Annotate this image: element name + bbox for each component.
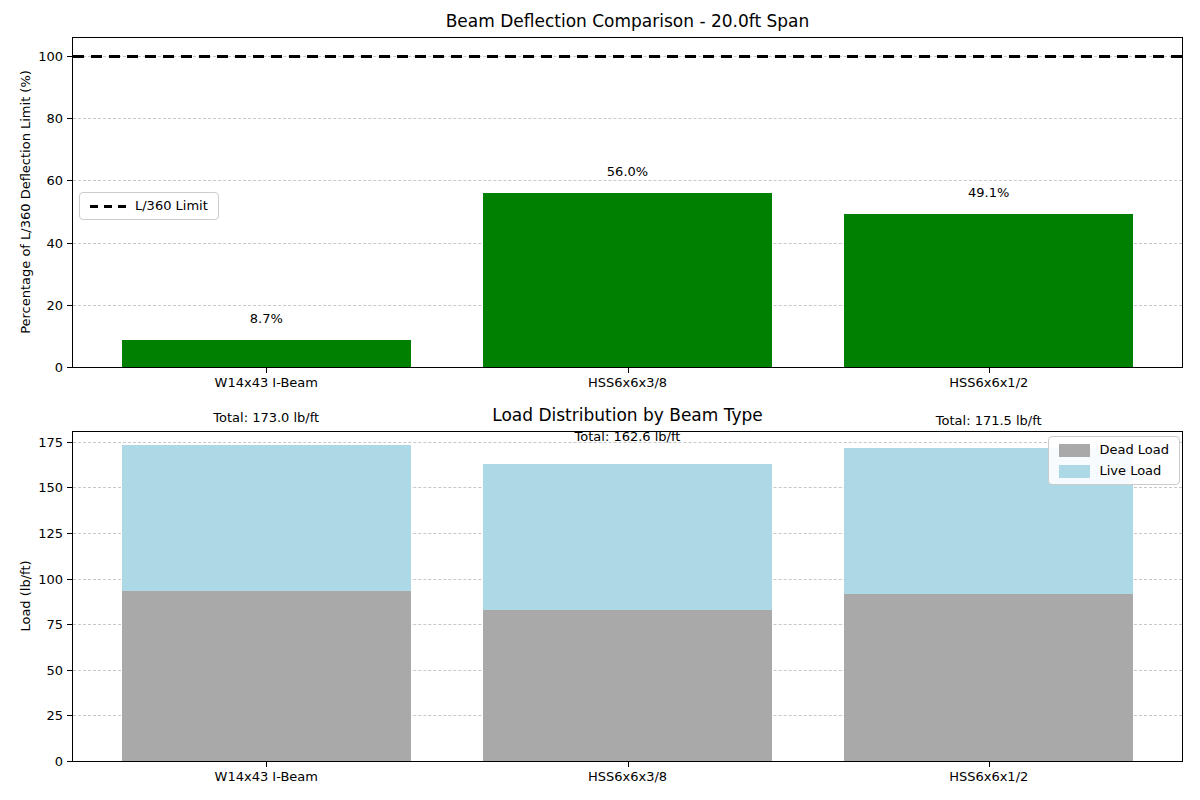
legend-entry: Live Load: [1059, 463, 1169, 479]
total-load-label: Total: 173.0 lb/ft: [213, 410, 319, 426]
x-tick-mark: [989, 368, 990, 373]
dead-load-bar: [122, 591, 411, 761]
y-tick-label: 60: [46, 174, 63, 187]
total-load-label: Total: 162.6 lb/ft: [575, 429, 681, 445]
x-tick-mark: [628, 762, 629, 767]
gridline: [73, 180, 1182, 181]
y-tick-mark: [67, 243, 72, 244]
y-tick-label: 25: [46, 709, 63, 722]
dashed-line-swatch: [90, 205, 126, 208]
y-tick-mark: [67, 56, 72, 57]
bar-value-label: 56.0%: [607, 164, 648, 180]
deflection-bar: [483, 193, 772, 367]
x-tick-mark: [628, 368, 629, 373]
y-tick-label: 75: [46, 618, 63, 631]
color-patch-swatch: [1059, 465, 1090, 478]
y-tick-mark: [67, 180, 72, 181]
y-tick-mark: [67, 761, 72, 762]
legend-label: Dead Load: [1099, 442, 1169, 458]
x-tick-label: HSS6x6x3/8: [588, 375, 667, 390]
deflection-chart-title: Beam Deflection Comparison - 20.0ft Span: [72, 11, 1183, 31]
matplotlib-figure: Beam Deflection Comparison - 20.0ft Span…: [0, 0, 1200, 800]
x-tick-label: W14x43 I-Beam: [215, 375, 318, 390]
color-patch-swatch: [1059, 444, 1090, 457]
bar-value-label: 49.1%: [968, 185, 1009, 201]
y-tick-label: 100: [38, 572, 63, 585]
x-tick-mark: [266, 762, 267, 767]
y-tick-mark: [67, 305, 72, 306]
deflection-legend: L/360 Limit: [79, 192, 219, 220]
y-tick-label: 0: [55, 755, 63, 768]
bar-value-label: 8.7%: [250, 311, 283, 327]
y-tick-mark: [67, 533, 72, 534]
live-load-bar: [122, 445, 411, 591]
total-load-label: Total: 171.5 lb/ft: [936, 413, 1042, 429]
y-tick-mark: [67, 442, 72, 443]
deflection-bar: [122, 340, 411, 367]
y-tick-label: 125: [38, 526, 63, 539]
y-tick-mark: [67, 715, 72, 716]
y-tick-mark: [67, 118, 72, 119]
gridline: [73, 118, 1182, 119]
x-tick-label: HSS6x6x1/2: [949, 375, 1028, 390]
y-tick-label: 0: [55, 361, 63, 374]
deflection-chart-axes: 0204060801008.7%W14x43 I-Beam56.0%HSS6x6…: [72, 37, 1183, 368]
limit-reference-line: [73, 55, 1182, 58]
x-tick-mark: [266, 368, 267, 373]
x-tick-label: HSS6x6x1/2: [949, 769, 1028, 784]
legend-label: Live Load: [1099, 463, 1161, 479]
x-tick-label: HSS6x6x3/8: [588, 769, 667, 784]
y-tick-label: 150: [38, 481, 63, 494]
y-tick-mark: [67, 367, 72, 368]
load-legend: Dead Load Live Load: [1048, 436, 1180, 485]
load-chart-axes: 0255075100125150175Total: 173.0 lb/ftW14…: [72, 431, 1183, 762]
legend-entry: L/360 Limit: [90, 198, 208, 214]
dead-load-bar: [844, 594, 1133, 761]
dead-load-bar: [483, 610, 772, 761]
deflection-bar: [844, 214, 1133, 367]
y-tick-label: 40: [46, 236, 63, 249]
legend-entry: Dead Load: [1059, 442, 1169, 458]
y-tick-label: 175: [38, 435, 63, 448]
live-load-bar: [483, 464, 772, 610]
y-tick-label: 100: [38, 50, 63, 63]
load-y-axis-label: Load (lb/ft): [18, 560, 33, 631]
x-tick-mark: [989, 762, 990, 767]
y-tick-label: 20: [46, 298, 63, 311]
y-tick-mark: [67, 487, 72, 488]
y-tick-mark: [67, 579, 72, 580]
deflection-y-axis-label: Percentage of L/360 Deflection Limit (%): [18, 70, 33, 334]
y-tick-mark: [67, 670, 72, 671]
y-tick-label: 50: [46, 663, 63, 676]
legend-label: L/360 Limit: [135, 198, 208, 214]
y-tick-mark: [67, 624, 72, 625]
x-tick-label: W14x43 I-Beam: [215, 769, 318, 784]
y-tick-label: 80: [46, 112, 63, 125]
